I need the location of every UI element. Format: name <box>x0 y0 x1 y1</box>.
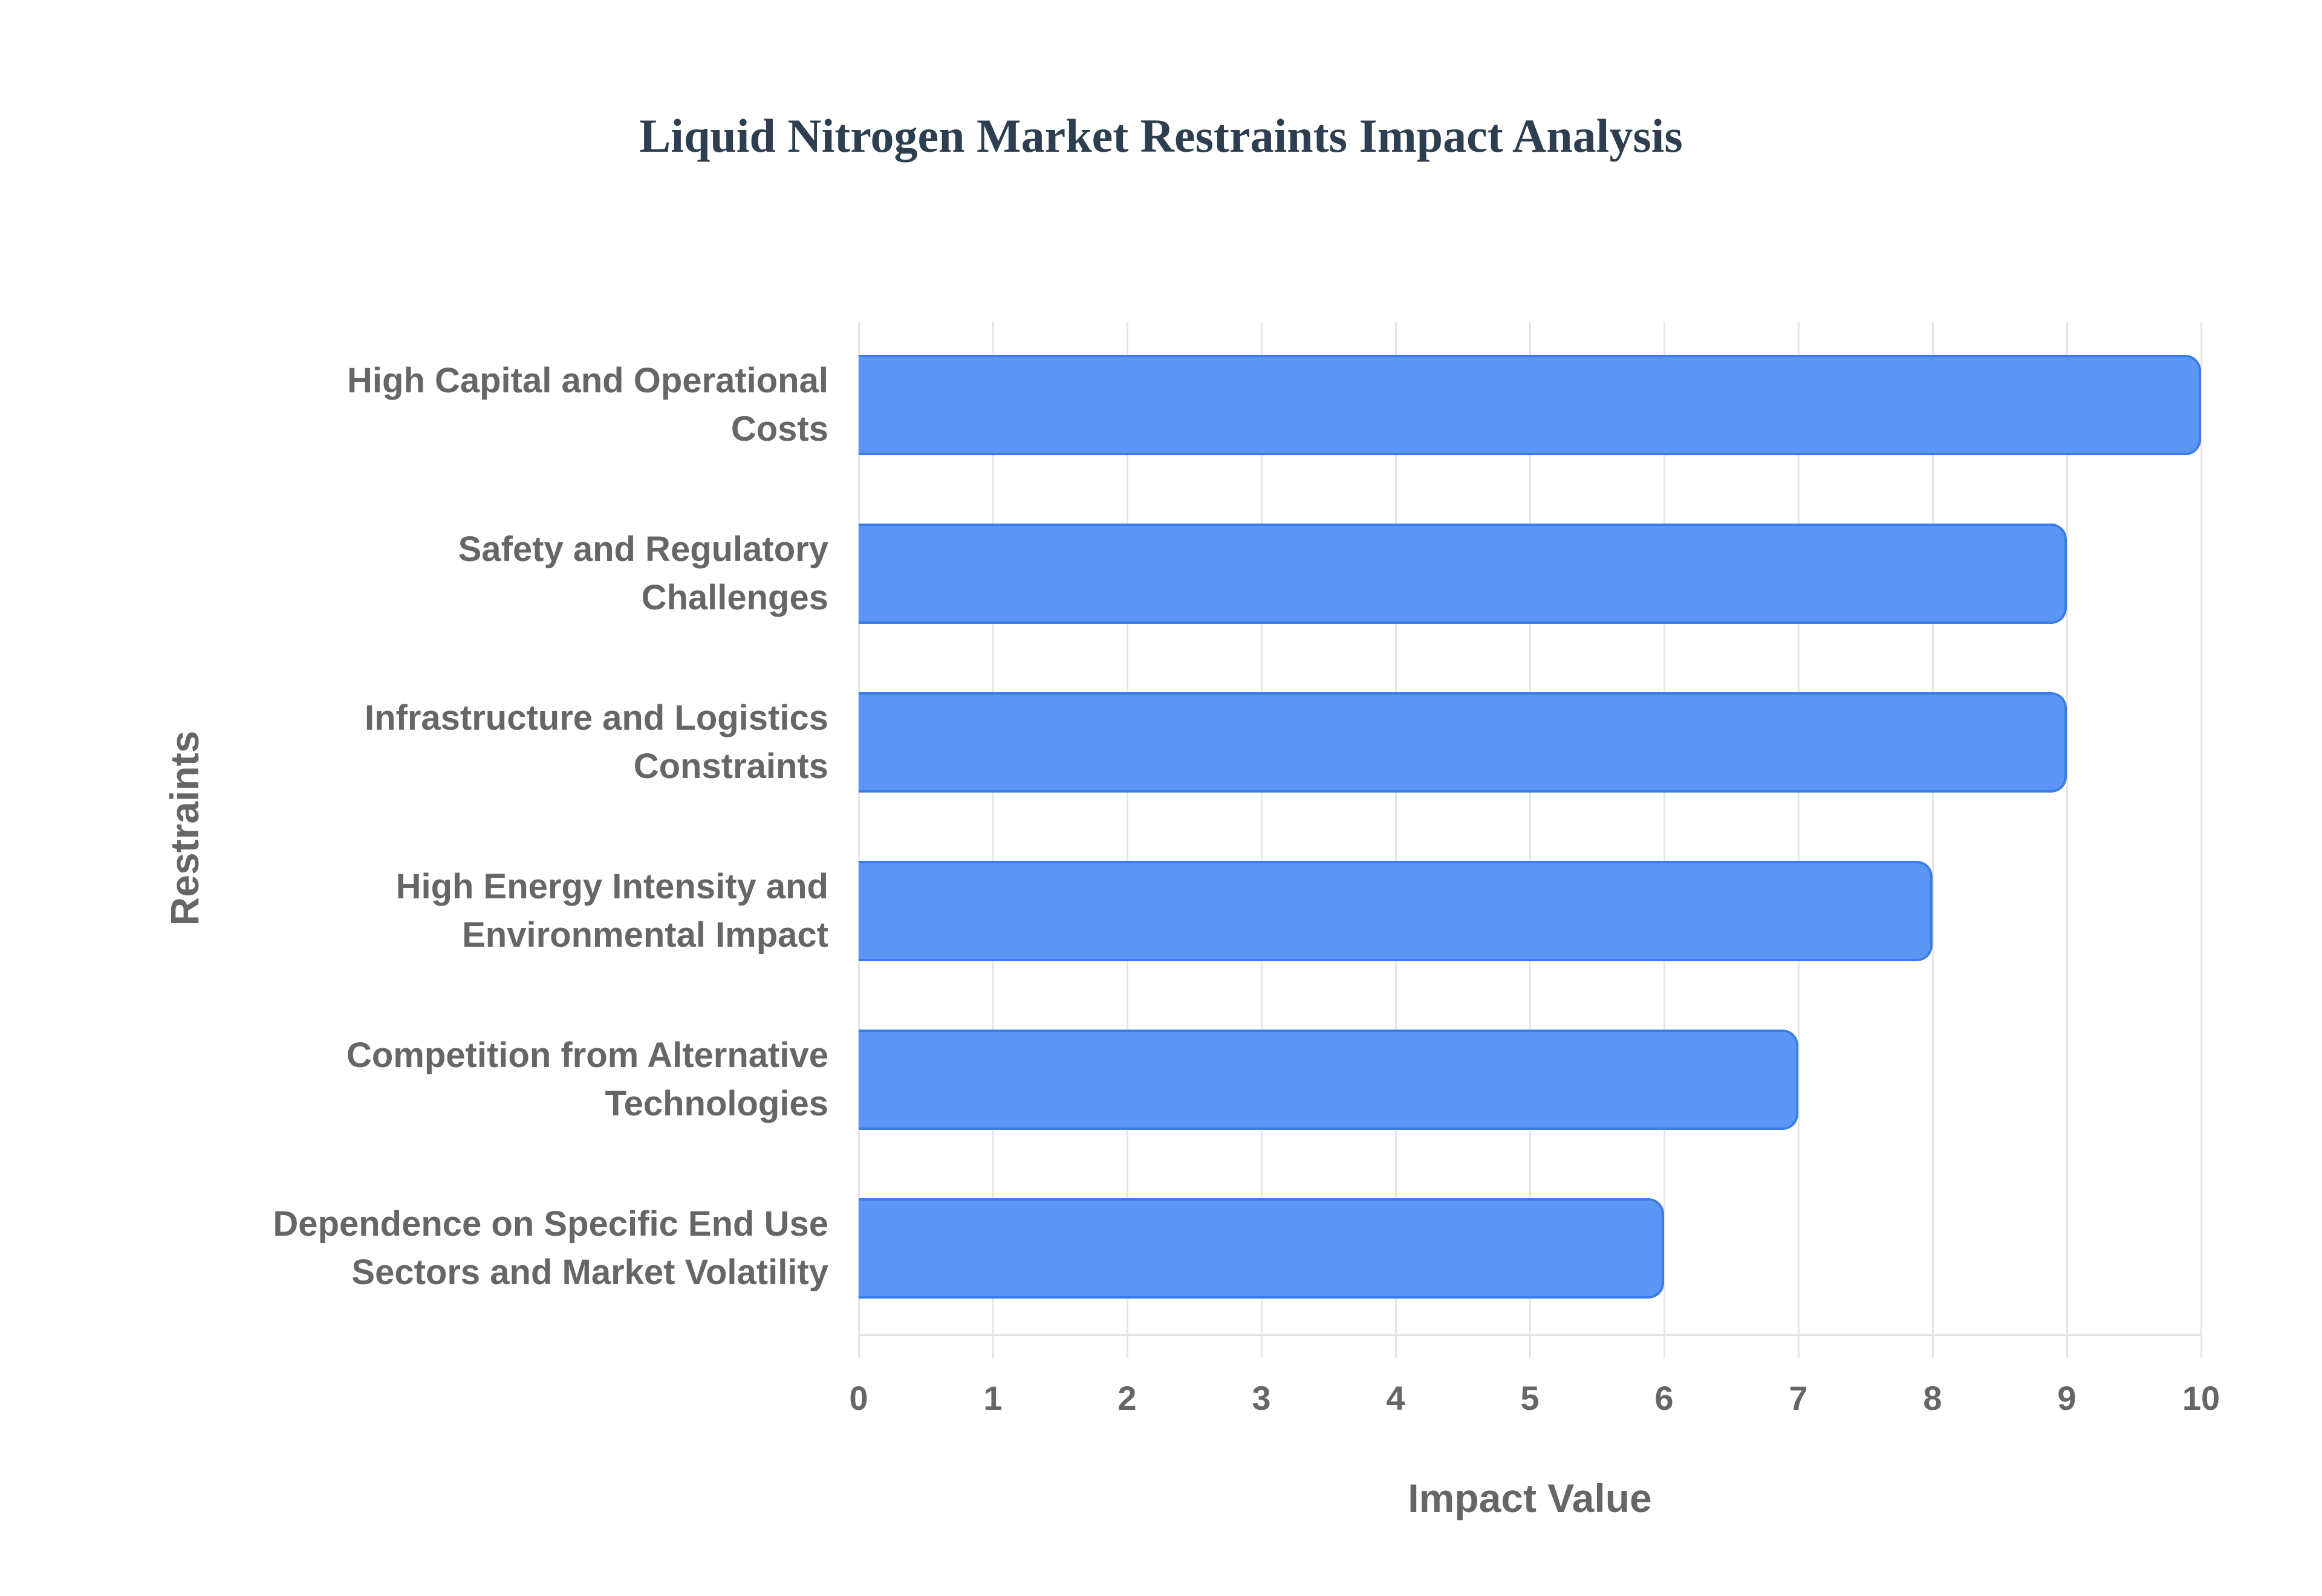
gridline <box>992 322 994 1358</box>
x-tick-label: 5 <box>1520 1379 1540 1417</box>
x-tick-label: 10 <box>2182 1379 2220 1417</box>
bar[interactable] <box>859 523 2067 624</box>
y-tick-label: High Capital and Operational Costs <box>347 360 828 449</box>
x-tick-label: 9 <box>2057 1379 2076 1417</box>
plot-area <box>858 322 2202 1358</box>
x-tick-label: 3 <box>1252 1379 1271 1417</box>
x-tick-label: 0 <box>849 1379 868 1417</box>
x-tick-label: 4 <box>1386 1379 1405 1417</box>
x-tick-label: 2 <box>1117 1379 1137 1417</box>
x-tick-label: 7 <box>1789 1379 1808 1417</box>
x-tick-label: 8 <box>1923 1379 1942 1417</box>
chart-title: Liquid Nitrogen Market Restraints Impact… <box>639 109 1683 162</box>
y-tick-label: Dependence on Specific End Use Sectors a… <box>273 1204 828 1293</box>
y-tick-label: Safety and Regulatory Challenges <box>458 529 828 617</box>
gridline <box>1663 322 1665 1358</box>
y-tick-label: Infrastructure and Logistics Constraints <box>364 698 828 786</box>
y-tick-label: Competition from Alternative Technologie… <box>346 1036 828 1124</box>
y-tick-label: High Energy Intensity and Environmental … <box>395 867 828 955</box>
x-tick-label: 6 <box>1654 1379 1674 1417</box>
bar[interactable] <box>859 1030 1798 1130</box>
x-axis-title: Impact Value <box>1408 1476 1652 1520</box>
bar[interactable] <box>859 692 2067 793</box>
gridline <box>2066 322 2068 1358</box>
x-axis-line <box>859 1334 2201 1336</box>
bar[interactable] <box>859 354 2201 455</box>
gridline <box>1261 322 1263 1358</box>
gridline <box>1127 322 1128 1358</box>
bar[interactable] <box>859 1198 1664 1299</box>
x-tick-label: 1 <box>983 1379 1003 1417</box>
gridline <box>2200 322 2202 1358</box>
gridline <box>858 322 860 1358</box>
bar[interactable] <box>859 861 1933 962</box>
gridline <box>1932 322 1934 1358</box>
gridline <box>1529 322 1531 1358</box>
gridline <box>1798 322 1800 1358</box>
gridline <box>1395 322 1397 1358</box>
